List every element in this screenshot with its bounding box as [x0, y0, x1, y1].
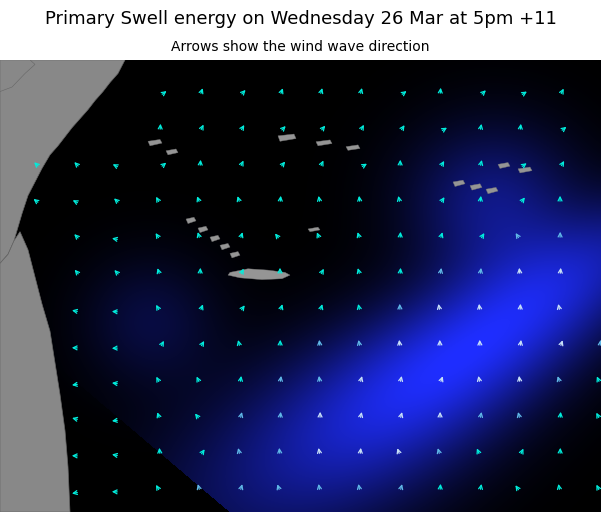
Polygon shape — [453, 180, 465, 186]
Polygon shape — [210, 236, 220, 242]
Text: Arrows show the wind wave direction: Arrows show the wind wave direction — [171, 40, 430, 54]
Polygon shape — [0, 232, 70, 512]
Polygon shape — [308, 227, 320, 232]
Polygon shape — [278, 134, 296, 141]
Polygon shape — [186, 217, 196, 224]
Polygon shape — [166, 149, 178, 155]
Polygon shape — [0, 60, 125, 263]
Polygon shape — [198, 226, 208, 232]
Polygon shape — [228, 269, 290, 280]
Text: Primary Swell energy on Wednesday 26 Mar at 5pm +11: Primary Swell energy on Wednesday 26 Mar… — [44, 10, 557, 28]
Polygon shape — [230, 251, 240, 258]
Polygon shape — [220, 243, 230, 250]
Polygon shape — [316, 140, 332, 146]
Polygon shape — [346, 145, 360, 151]
Polygon shape — [498, 162, 510, 168]
Polygon shape — [486, 187, 498, 194]
Polygon shape — [0, 60, 35, 92]
Polygon shape — [470, 184, 482, 190]
Polygon shape — [518, 167, 532, 173]
Polygon shape — [148, 139, 162, 146]
